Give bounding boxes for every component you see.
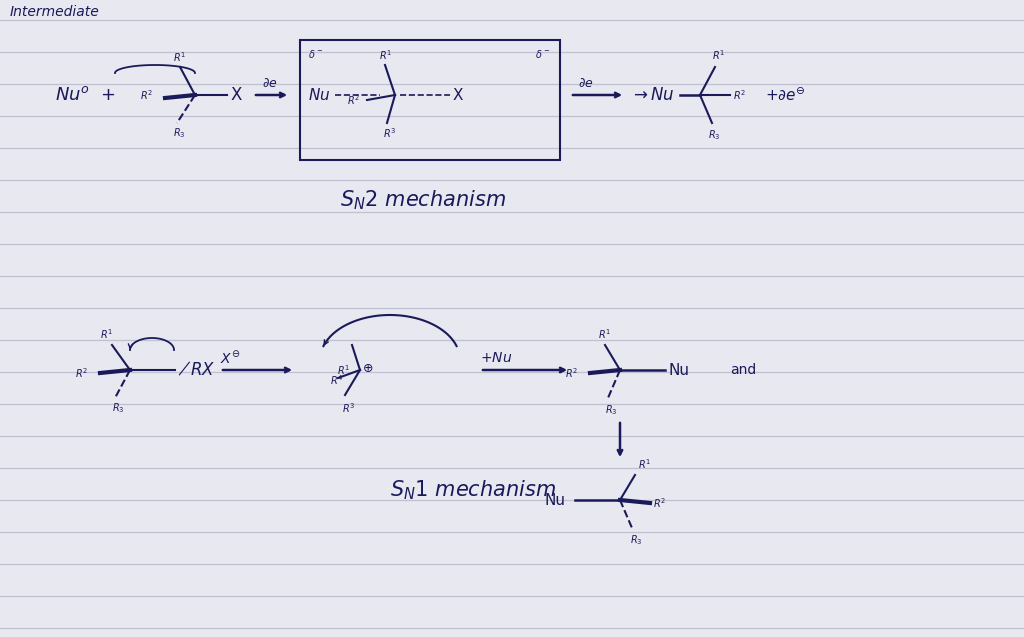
Text: $R_3$: $R_3$ <box>112 401 125 415</box>
Text: $R^1$: $R^1$ <box>638 457 651 471</box>
Text: Nu: Nu <box>668 362 689 378</box>
Text: $R^1$: $R^1$ <box>337 363 350 377</box>
Text: $\partial e$: $\partial e$ <box>262 76 278 90</box>
Bar <box>300 40 560 160</box>
Text: $R^2$: $R^2$ <box>565 366 579 380</box>
Text: $R^3$: $R^3$ <box>342 401 355 415</box>
Text: $\oplus$: $\oplus$ <box>362 362 374 375</box>
Text: $R_3$: $R_3$ <box>605 403 617 417</box>
Text: $R^1$: $R^1$ <box>712 48 725 62</box>
Text: $Nu$: $Nu$ <box>308 87 331 103</box>
Text: $R^2$: $R^2$ <box>733 88 746 102</box>
Text: $\delta^-$: $\delta^-$ <box>308 48 323 60</box>
Text: $\partial e$: $\partial e$ <box>578 76 594 90</box>
Text: $R_3$: $R_3$ <box>173 126 185 140</box>
Text: $R^1$: $R^1$ <box>100 327 114 341</box>
Text: $+Nu$: $+Nu$ <box>480 351 512 365</box>
Text: $\rightarrow Nu$: $\rightarrow Nu$ <box>630 86 675 104</box>
Text: $R^1$: $R^1$ <box>173 50 186 64</box>
Text: $R^2$: $R^2$ <box>75 366 88 380</box>
Text: X: X <box>230 86 242 104</box>
Text: $R^1$: $R^1$ <box>598 327 611 341</box>
Text: $R^3$: $R^3$ <box>383 126 396 140</box>
Text: X: X <box>453 87 464 103</box>
Text: $X^{\ominus}$: $X^{\ominus}$ <box>220 350 241 366</box>
Text: $R^1$: $R^1$ <box>379 48 392 62</box>
Text: $+$: $+$ <box>100 86 115 104</box>
Text: $+\partial e^{\ominus}$: $+\partial e^{\ominus}$ <box>765 87 806 104</box>
Text: $\not{R}X$: $\not{R}X$ <box>178 361 216 379</box>
Text: and: and <box>730 363 757 377</box>
Text: $S_N2$ mechanism: $S_N2$ mechanism <box>340 188 506 211</box>
Text: $R^4$: $R^4$ <box>330 373 343 387</box>
Text: $\delta^-$: $\delta^-$ <box>535 48 550 60</box>
Text: Nu: Nu <box>545 492 566 508</box>
Text: $R_3$: $R_3$ <box>708 128 721 142</box>
Text: $S_N1$ mechanism: $S_N1$ mechanism <box>390 478 556 502</box>
Text: $R^2$: $R^2$ <box>140 88 154 102</box>
Text: $R^2$: $R^2$ <box>347 93 360 107</box>
Text: $R^2$: $R^2$ <box>653 496 666 510</box>
Text: $R_3$: $R_3$ <box>630 533 642 547</box>
Text: $Nu^o$: $Nu^o$ <box>55 86 90 104</box>
Text: Intermediate: Intermediate <box>10 5 99 19</box>
